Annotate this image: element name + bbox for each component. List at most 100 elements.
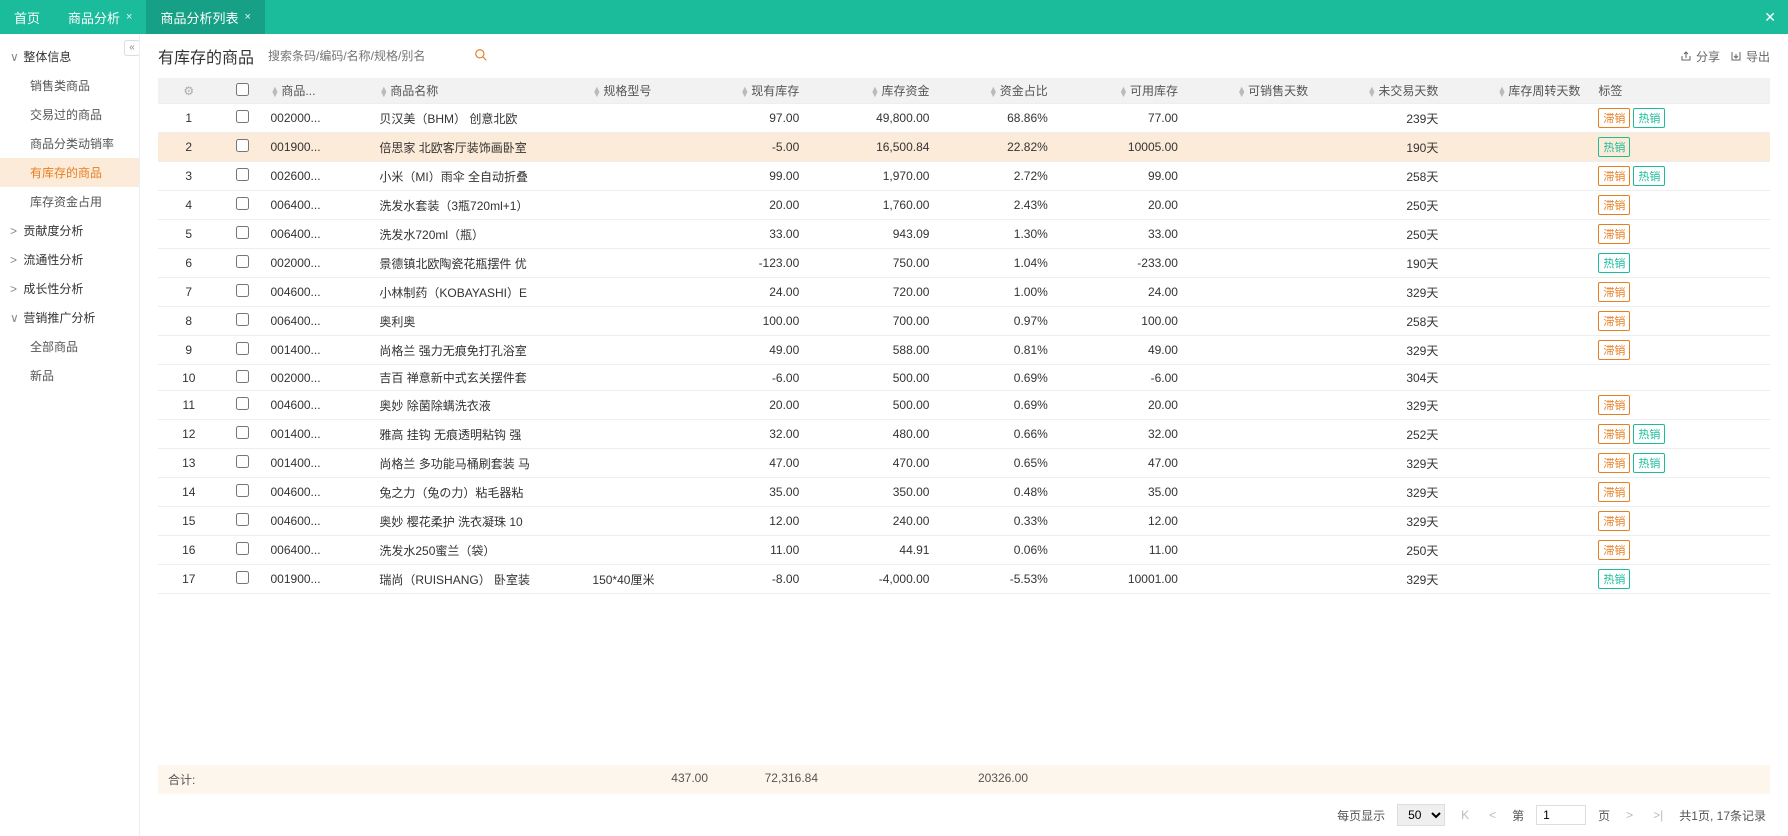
col-fund[interactable]: ▲▼库存资金 <box>811 78 941 104</box>
cell-spec <box>586 191 693 220</box>
row-checkbox[interactable] <box>236 226 249 239</box>
table-row[interactable]: 8006400...奥利奥100.00700.000.97%100.00258天… <box>158 307 1770 336</box>
nav-item-全部商品[interactable]: 全部商品 <box>0 332 139 361</box>
table-row[interactable]: 1002000...贝汉美（BHM） 创意北欧97.0049,800.0068.… <box>158 104 1770 133</box>
table-row[interactable]: 10002000...吉百 禅意新中式玄关摆件套-6.00500.000.69%… <box>158 365 1770 391</box>
top-tabbar: 首页商品分析×商品分析列表× ✕ <box>0 0 1788 34</box>
table-row[interactable]: 16006400...洗发水250蜜兰（袋）11.0044.910.06%11.… <box>158 536 1770 565</box>
col-notrade[interactable]: ▲▼未交易天数 <box>1320 78 1450 104</box>
search-icon[interactable] <box>474 48 488 65</box>
cell-stock: -5.00 <box>693 133 811 162</box>
nav-group-整体信息[interactable]: ∨ 整体信息 <box>0 42 139 71</box>
cell-spec <box>586 162 693 191</box>
tab-商品分析列表[interactable]: 商品分析列表× <box>146 0 264 34</box>
sidebar-collapse-icon[interactable]: « <box>124 40 140 56</box>
row-checkbox[interactable] <box>236 571 249 584</box>
row-checkbox[interactable] <box>236 110 249 123</box>
pager-last-icon[interactable]: >| <box>1649 808 1667 822</box>
col-tags: 标签 <box>1592 78 1770 104</box>
row-checkbox[interactable] <box>236 484 249 497</box>
nav-group-贡献度分析[interactable]: > 贡献度分析 <box>0 216 139 245</box>
cell-saledays <box>1190 365 1320 391</box>
row-checkbox[interactable] <box>236 168 249 181</box>
nav-item-新品[interactable]: 新品 <box>0 361 139 390</box>
cell-notrade: 329天 <box>1320 478 1450 507</box>
row-checkbox[interactable] <box>236 284 249 297</box>
table-row[interactable]: 14004600...兔之力（兔の力）粘毛器粘35.00350.000.48%3… <box>158 478 1770 507</box>
cell-name: 奥利奥 <box>373 307 586 336</box>
table-row[interactable]: 9001400...尚格兰 强力无痕免打孔浴室49.00588.000.81%4… <box>158 336 1770 365</box>
cell-notrade: 252天 <box>1320 420 1450 449</box>
table-row[interactable]: 3002600...小米（MI）雨伞 全自动折叠99.001,970.002.7… <box>158 162 1770 191</box>
cell-usable: 35.00 <box>1060 478 1190 507</box>
cell-stock: 100.00 <box>693 307 811 336</box>
table-row[interactable]: 11004600...奥妙 除菌除螨洗衣液20.00500.000.69%20.… <box>158 391 1770 420</box>
row-checkbox[interactable] <box>236 426 249 439</box>
row-checkbox[interactable] <box>236 313 249 326</box>
cell-stock: -123.00 <box>693 249 811 278</box>
pager-first-icon[interactable]: K <box>1457 808 1473 822</box>
nav-group-成长性分析[interactable]: > 成长性分析 <box>0 274 139 303</box>
cell-spec <box>586 420 693 449</box>
nav-item-销售类商品[interactable]: 销售类商品 <box>0 71 139 100</box>
col-name[interactable]: ▲▼商品名称 <box>373 78 586 104</box>
row-checkbox[interactable] <box>236 397 249 410</box>
col-spec[interactable]: ▲▼规格型号 <box>586 78 693 104</box>
row-checkbox[interactable] <box>236 255 249 268</box>
nav-group-营销推广分析[interactable]: ∨ 营销推广分析 <box>0 303 139 332</box>
cell-notrade: 329天 <box>1320 449 1450 478</box>
col-pct[interactable]: ▲▼资金占比 <box>941 78 1059 104</box>
cell-usable: 10001.00 <box>1060 565 1190 594</box>
col-turnover[interactable]: ▲▼库存周转天数 <box>1450 78 1592 104</box>
row-checkbox[interactable] <box>236 542 249 555</box>
tag-滞销: 滞销 <box>1598 311 1630 331</box>
table-row[interactable]: 2001900...倍思家 北欧客厅装饰画卧室-5.0016,500.8422.… <box>158 133 1770 162</box>
col-code[interactable]: ▲▼商品... <box>265 78 374 104</box>
tab-商品分析[interactable]: 商品分析× <box>54 0 146 34</box>
row-checkbox[interactable] <box>236 513 249 526</box>
page-input[interactable] <box>1536 805 1586 825</box>
cell-stock: 33.00 <box>693 220 811 249</box>
content: « ∨ 整体信息销售类商品交易过的商品商品分类动销率有库存的商品库存资金占用> … <box>0 34 1788 836</box>
cell-usable: 49.00 <box>1060 336 1190 365</box>
table-row[interactable]: 7004600...小林制药（KOBAYASHI）E24.00720.001.0… <box>158 278 1770 307</box>
row-checkbox[interactable] <box>236 370 249 383</box>
gear-icon[interactable]: ⚙ <box>183 84 194 98</box>
table-row[interactable]: 12001400...雅高 挂钩 无痕透明粘钩 强32.00480.000.66… <box>158 420 1770 449</box>
select-all-checkbox[interactable] <box>236 83 249 96</box>
table-row[interactable]: 13001400...尚格兰 多功能马桶刷套装 马47.00470.000.65… <box>158 449 1770 478</box>
table-row[interactable]: 6002000...景德镇北欧陶瓷花瓶摆件 优-123.00750.001.04… <box>158 249 1770 278</box>
cell-saledays <box>1190 278 1320 307</box>
share-button[interactable]: 分享 <box>1680 48 1720 65</box>
search-input[interactable] <box>264 45 464 67</box>
col-usable[interactable]: ▲▼可用库存 <box>1060 78 1190 104</box>
cell-code: 001400... <box>265 449 374 478</box>
nav-group-流通性分析[interactable]: > 流通性分析 <box>0 245 139 274</box>
row-checkbox[interactable] <box>236 139 249 152</box>
nav-item-库存资金占用[interactable]: 库存资金占用 <box>0 187 139 216</box>
export-button[interactable]: 导出 <box>1730 48 1770 65</box>
row-checkbox[interactable] <box>236 455 249 468</box>
row-checkbox[interactable] <box>236 197 249 210</box>
table-row[interactable]: 4006400...洗发水套装（3瓶720ml+1）20.001,760.002… <box>158 191 1770 220</box>
pagesize-select[interactable]: 50 <box>1397 804 1445 826</box>
table-row[interactable]: 5006400...洗发水720ml（瓶）33.00943.091.30%33.… <box>158 220 1770 249</box>
cell-fund: 16,500.84 <box>811 133 941 162</box>
nav-item-交易过的商品[interactable]: 交易过的商品 <box>0 100 139 129</box>
col-saledays[interactable]: ▲▼可销售天数 <box>1190 78 1320 104</box>
table-row[interactable]: 17001900...瑞尚（RUISHANG） 卧室装150*40厘米-8.00… <box>158 565 1770 594</box>
tab-首页[interactable]: 首页 <box>0 0 54 34</box>
pager-next-icon[interactable]: > <box>1622 808 1637 822</box>
pager-prev-icon[interactable]: < <box>1485 808 1500 822</box>
tag-热销: 热销 <box>1598 253 1630 273</box>
tag-滞销: 滞销 <box>1598 224 1630 244</box>
row-checkbox[interactable] <box>236 342 249 355</box>
tab-close-icon[interactable]: × <box>244 11 250 23</box>
cell-fund: 500.00 <box>811 365 941 391</box>
nav-item-商品分类动销率[interactable]: 商品分类动销率 <box>0 129 139 158</box>
tab-close-icon[interactable]: × <box>126 11 132 23</box>
tabbar-close-icon[interactable]: ✕ <box>1758 0 1782 34</box>
nav-item-有库存的商品[interactable]: 有库存的商品 <box>0 158 139 187</box>
col-stock[interactable]: ▲▼现有库存 <box>693 78 811 104</box>
table-row[interactable]: 15004600...奥妙 樱花柔护 洗衣凝珠 1012.00240.000.3… <box>158 507 1770 536</box>
